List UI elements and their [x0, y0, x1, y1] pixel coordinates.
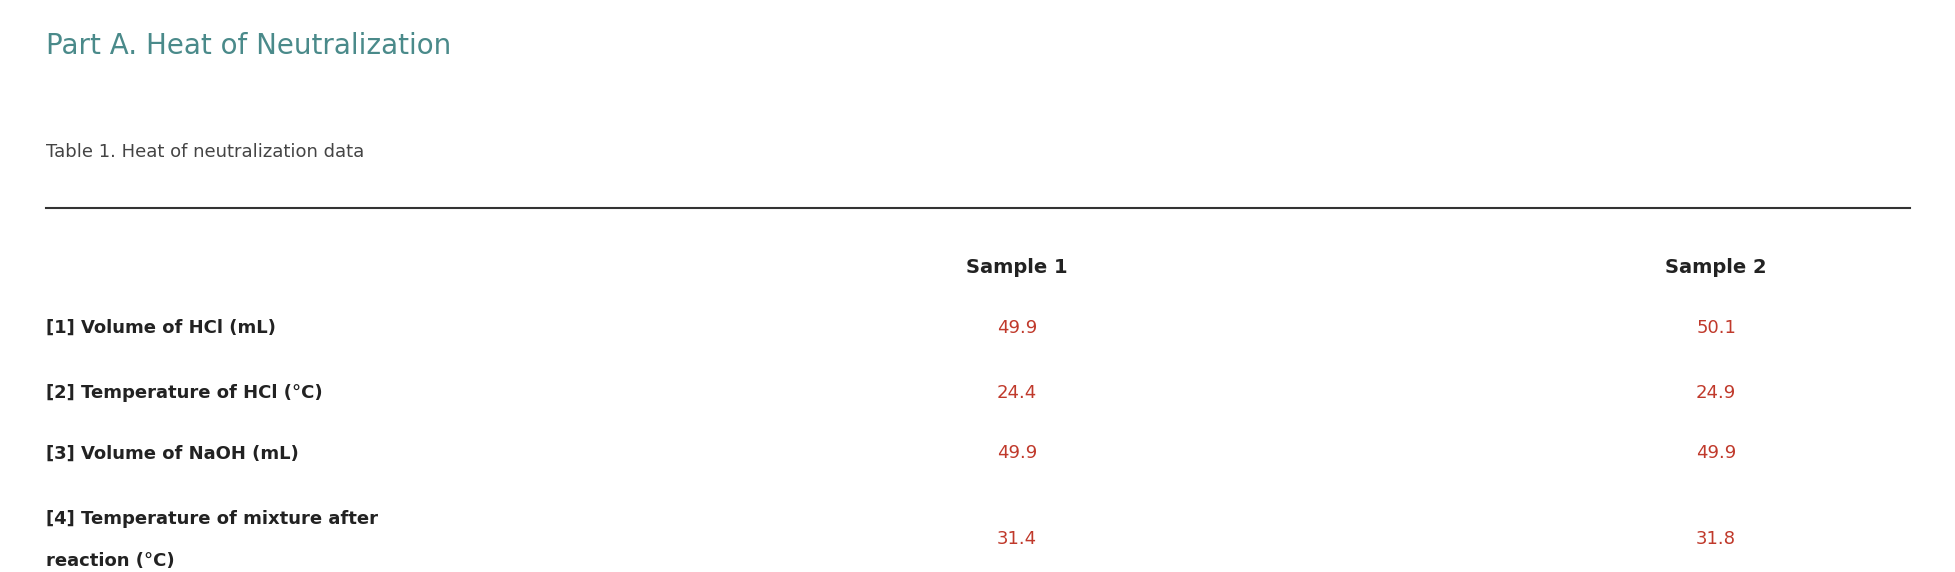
Text: Sample 2: Sample 2 [1664, 259, 1765, 277]
Text: 49.9: 49.9 [997, 319, 1036, 336]
Text: [4] Temperature of mixture after: [4] Temperature of mixture after [45, 510, 377, 527]
Text: 50.1: 50.1 [1695, 319, 1734, 336]
Text: 24.4: 24.4 [997, 384, 1036, 402]
Text: reaction (°C): reaction (°C) [45, 553, 174, 570]
Text: 24.9: 24.9 [1695, 384, 1736, 402]
Text: [1] Volume of HCl (mL): [1] Volume of HCl (mL) [45, 319, 276, 336]
Text: 31.8: 31.8 [1695, 530, 1736, 548]
Text: Part A. Heat of Neutralization: Part A. Heat of Neutralization [45, 32, 452, 60]
Text: Sample 1: Sample 1 [966, 259, 1067, 277]
Text: 31.4: 31.4 [997, 530, 1036, 548]
Text: 49.9: 49.9 [997, 444, 1036, 462]
Text: [3] Volume of NaOH (mL): [3] Volume of NaOH (mL) [45, 444, 299, 462]
Text: [2] Temperature of HCl (°C): [2] Temperature of HCl (°C) [45, 384, 323, 402]
Text: Table 1. Heat of neutralization data: Table 1. Heat of neutralization data [45, 142, 364, 161]
Text: 49.9: 49.9 [1695, 444, 1736, 462]
